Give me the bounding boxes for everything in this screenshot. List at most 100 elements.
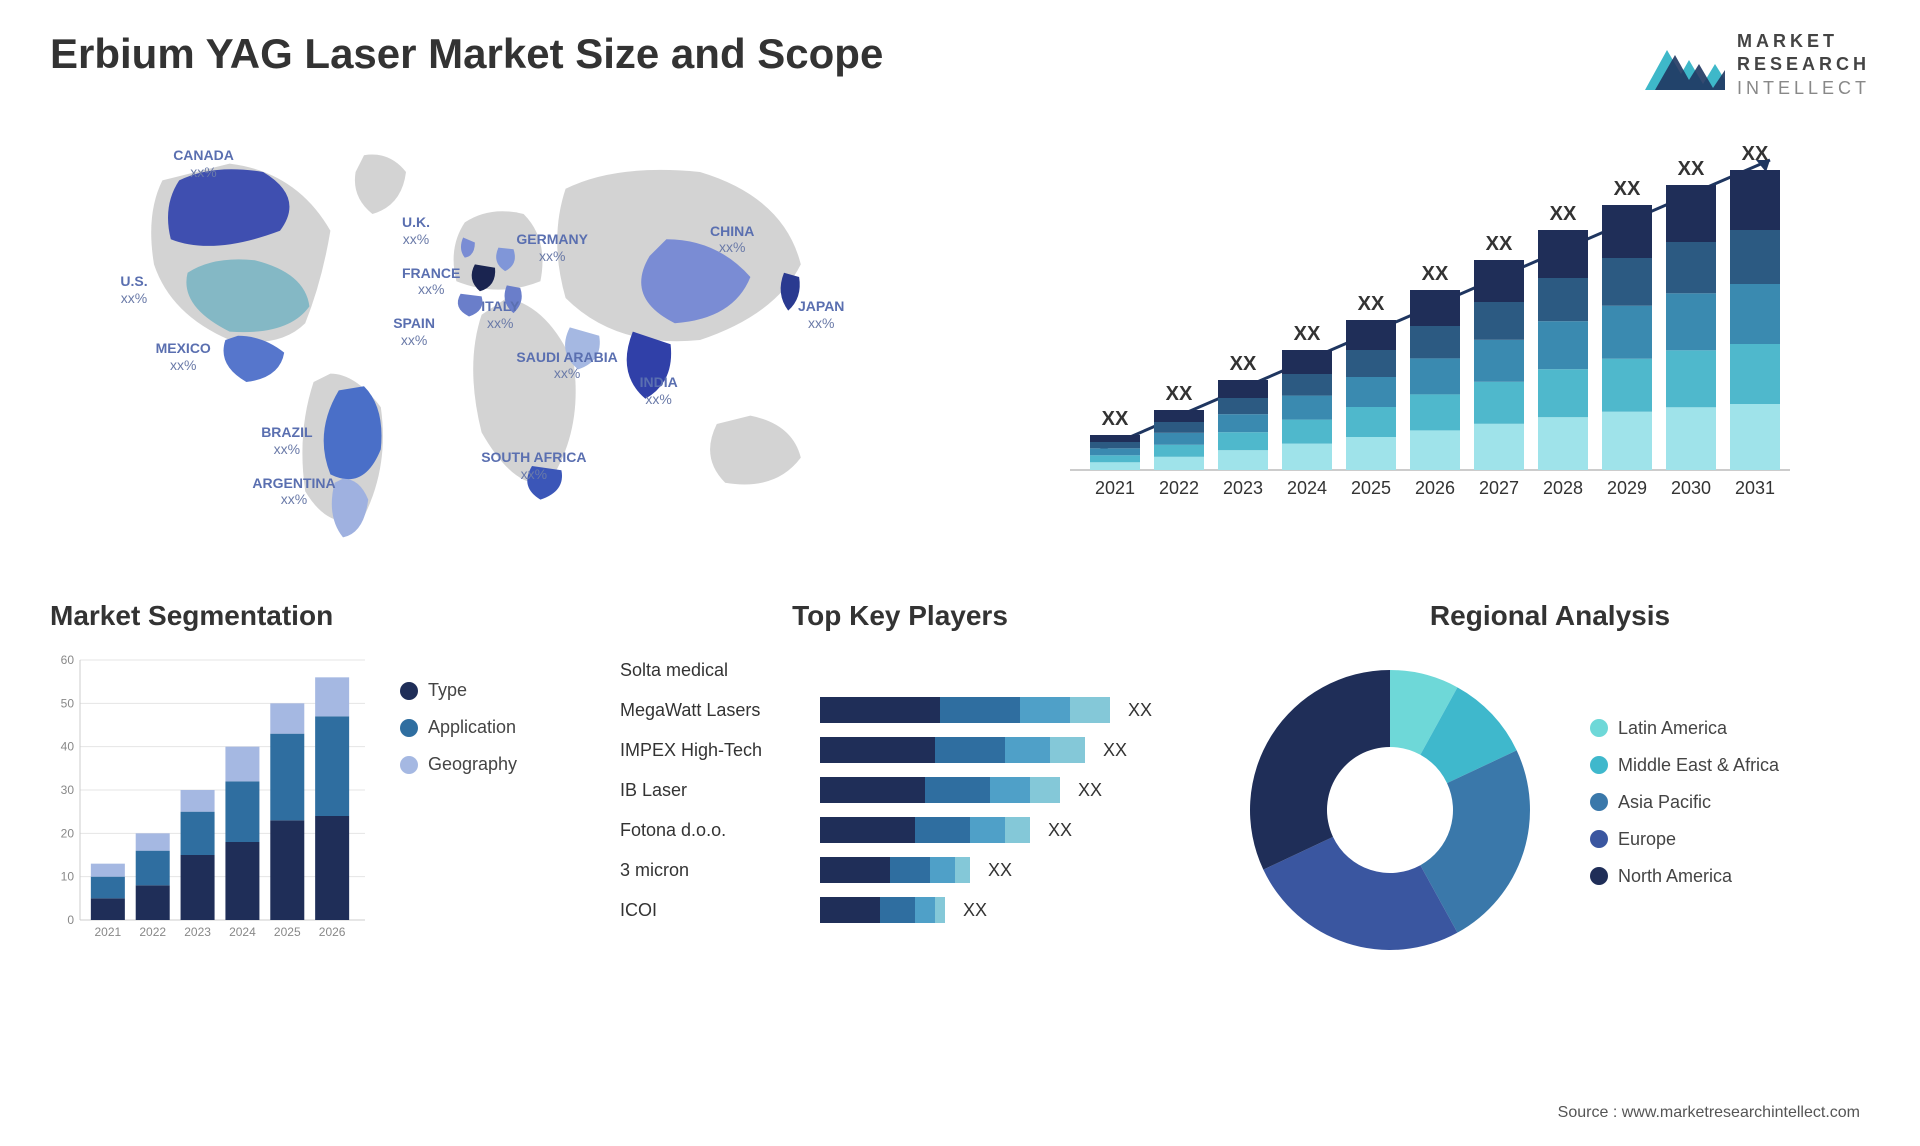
- svg-text:XX: XX: [1230, 353, 1257, 375]
- logo-line2: RESEARCH: [1737, 53, 1870, 76]
- player-value: XX: [1048, 820, 1072, 841]
- player-bar-segment: [935, 737, 1005, 763]
- player-bar-segment: [820, 777, 925, 803]
- legend-dot: [1590, 793, 1608, 811]
- player-bar-segment: [820, 817, 915, 843]
- legend-item: Middle East & Africa: [1590, 755, 1870, 776]
- player-bar-segment: [820, 737, 935, 763]
- page-title: Erbium YAG Laser Market Size and Scope: [50, 30, 883, 78]
- player-bar-segment: [1005, 817, 1030, 843]
- player-bar: [820, 817, 1030, 843]
- legend-item: Europe: [1590, 829, 1870, 850]
- player-bar: [820, 777, 1060, 803]
- map-label: ITALYxx%: [481, 298, 519, 332]
- svg-text:2030: 2030: [1671, 478, 1711, 498]
- svg-text:2026: 2026: [319, 925, 346, 939]
- player-bar-segment: [930, 857, 955, 883]
- svg-text:XX: XX: [1742, 143, 1769, 165]
- legend-label: Middle East & Africa: [1618, 755, 1779, 776]
- legend-label: Asia Pacific: [1618, 792, 1711, 813]
- segmentation-title: Market Segmentation: [50, 600, 570, 632]
- legend-item: Type: [400, 680, 570, 701]
- map-label: GERMANYxx%: [516, 231, 588, 265]
- player-value: XX: [1078, 780, 1102, 801]
- growth-chart: XX2021XX2022XX2023XX2024XX2025XX2026XX20…: [990, 130, 1870, 550]
- legend-dot: [1590, 719, 1608, 737]
- regional-legend: Latin America Middle East & Africa Asia Pa…: [1590, 718, 1870, 903]
- player-bar-segment: [890, 857, 930, 883]
- player-name: MegaWatt Lasers: [620, 690, 800, 730]
- legend-item: Application: [400, 717, 570, 738]
- players-labels: Solta medicalMegaWatt LasersIMPEX High-T…: [620, 650, 800, 930]
- player-bar-segment: [955, 857, 970, 883]
- map-label: SAUDI ARABIAxx%: [516, 349, 617, 383]
- svg-text:2026: 2026: [1415, 478, 1455, 498]
- map-label: CANADAxx%: [173, 147, 234, 181]
- player-row: XX: [820, 890, 1180, 930]
- player-row: [820, 650, 1180, 690]
- player-value: XX: [988, 860, 1012, 881]
- legend-item: Asia Pacific: [1590, 792, 1870, 813]
- regional-donut: [1230, 650, 1550, 970]
- legend-item: Geography: [400, 754, 570, 775]
- svg-text:20: 20: [61, 827, 75, 841]
- segmentation-panel: Market Segmentation 01020304050602021202…: [50, 600, 570, 970]
- brand-logo: MARKET RESEARCH INTELLECT: [1645, 30, 1870, 100]
- legend-dot: [1590, 867, 1608, 885]
- svg-text:2023: 2023: [1223, 478, 1263, 498]
- legend-label: Latin America: [1618, 718, 1727, 739]
- svg-text:2024: 2024: [229, 925, 256, 939]
- player-bar-segment: [820, 697, 940, 723]
- player-bar-segment: [925, 777, 990, 803]
- logo-line3: INTELLECT: [1737, 77, 1870, 100]
- player-bar-segment: [1005, 737, 1050, 763]
- svg-text:2029: 2029: [1607, 478, 1647, 498]
- logo-line1: MARKET: [1737, 30, 1870, 53]
- player-bar: [820, 697, 1110, 723]
- svg-text:2028: 2028: [1543, 478, 1583, 498]
- svg-text:XX: XX: [1550, 203, 1577, 225]
- map-label: U.S.xx%: [120, 273, 147, 307]
- player-bar-segment: [1030, 777, 1060, 803]
- svg-text:50: 50: [61, 697, 75, 711]
- regional-title: Regional Analysis: [1230, 600, 1870, 632]
- svg-text:XX: XX: [1294, 323, 1321, 345]
- svg-text:2023: 2023: [184, 925, 211, 939]
- player-name: Fotona d.o.o.: [620, 810, 800, 850]
- svg-text:2021: 2021: [95, 925, 122, 939]
- svg-text:2027: 2027: [1479, 478, 1519, 498]
- svg-text:XX: XX: [1358, 293, 1385, 315]
- player-name: IB Laser: [620, 770, 800, 810]
- svg-text:10: 10: [61, 870, 75, 884]
- segmentation-chart: 0102030405060202120222023202420252026: [50, 650, 370, 950]
- svg-text:2025: 2025: [274, 925, 301, 939]
- player-bar-segment: [1020, 697, 1070, 723]
- map-label: U.K.xx%: [402, 214, 430, 248]
- player-row: XX: [820, 850, 1180, 890]
- svg-text:XX: XX: [1102, 408, 1129, 430]
- legend-dot: [1590, 756, 1608, 774]
- player-row: XX: [820, 730, 1180, 770]
- map-label: CHINAxx%: [710, 223, 754, 257]
- legend-dot: [1590, 830, 1608, 848]
- svg-text:0: 0: [67, 913, 74, 927]
- player-bar: [820, 737, 1085, 763]
- regional-panel: Regional Analysis Latin America Middle Ea…: [1230, 600, 1870, 970]
- player-bar: [820, 897, 945, 923]
- svg-text:XX: XX: [1614, 178, 1641, 200]
- logo-icon: [1645, 30, 1725, 100]
- legend-dot: [400, 719, 418, 737]
- map-label: FRANCExx%: [402, 265, 460, 299]
- svg-text:XX: XX: [1166, 383, 1193, 405]
- world-map-panel: CANADAxx% U.S.xx% MEXICOxx% BRAZILxx% ARGENT…: [50, 130, 930, 550]
- svg-text:30: 30: [61, 783, 75, 797]
- map-label: BRAZILxx%: [261, 424, 312, 458]
- player-bar-segment: [820, 897, 880, 923]
- legend-item: Latin America: [1590, 718, 1870, 739]
- player-name: 3 micron: [620, 850, 800, 890]
- source-attribution: Source : www.marketresearchintellect.com: [1558, 1104, 1860, 1122]
- map-label: ARGENTINAxx%: [252, 475, 335, 509]
- player-bar-segment: [880, 897, 915, 923]
- player-row: XX: [820, 810, 1180, 850]
- map-label: MEXICOxx%: [156, 340, 211, 374]
